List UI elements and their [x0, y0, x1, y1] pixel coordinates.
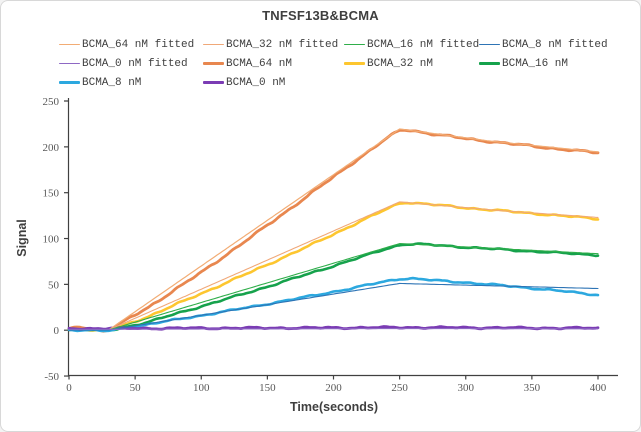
- x-tick-label: 0: [66, 382, 72, 394]
- chart-legend: BCMA_64 nM fitted BCMA_32 nM fitted BCMA_1…: [1, 1, 640, 96]
- legend-label: BCMA_64 nM: [226, 57, 293, 70]
- y-tick-label: 200: [43, 142, 60, 154]
- legend-line-swatch: [479, 62, 500, 65]
- legend-line-swatch: [344, 62, 365, 65]
- x-tick-label: 200: [325, 382, 342, 394]
- legend-label: BCMA_32 nM fitted: [226, 38, 339, 51]
- x-axis-title: Time(seconds): [290, 400, 378, 414]
- series-bcma-0-nm-fitted: [68, 327, 599, 330]
- y-tick-label: 50: [48, 279, 60, 291]
- legend-label: BCMA_8 nM fitted: [502, 38, 608, 51]
- legend-label: BCMA_16 nM fitted: [367, 38, 480, 51]
- legend-label: BCMA_0 nM: [226, 76, 286, 89]
- legend-item: BCMA_16 nM: [479, 57, 568, 70]
- legend-label: BCMA_0 nM fitted: [82, 57, 188, 70]
- x-tick-label: 350: [524, 382, 541, 394]
- legend-item: BCMA_64 nM fitted: [59, 38, 194, 51]
- legend-item: BCMA_8 nM: [59, 76, 141, 89]
- x-tick-label: 100: [193, 382, 210, 394]
- y-tick-label: 100: [43, 234, 60, 246]
- legend-line-swatch: [59, 43, 80, 46]
- legend-label: BCMA_8 nM: [82, 76, 142, 89]
- legend-line-swatch: [203, 62, 224, 65]
- legend-item: BCMA_16 nM fitted: [344, 38, 479, 51]
- legend-item: BCMA_32 nM: [344, 57, 433, 70]
- legend-item: BCMA_64 nM: [203, 57, 292, 70]
- chart-title: TNFSF13B&BCMA: [262, 8, 379, 23]
- axes: [64, 98, 618, 380]
- x-tick-label: 50: [130, 382, 142, 394]
- legend-line-swatch: [59, 81, 80, 84]
- legend-label: BCMA_64 nM fitted: [82, 38, 195, 51]
- series-bcma-8-nm-fitted: [68, 282, 599, 331]
- series-bcma-64-nm: [67, 128, 600, 333]
- legend-line-swatch: [344, 43, 365, 46]
- x-tick-label: 300: [458, 382, 475, 394]
- y-tick-label: 150: [43, 188, 60, 200]
- series-bcma-16-nm: [67, 242, 600, 332]
- series-bcma-64-nm-fitted: [68, 128, 599, 331]
- legend-line-swatch: [479, 43, 500, 46]
- legend-item: BCMA_0 nM: [203, 76, 285, 89]
- legend-item: BCMA_8 nM fitted: [479, 38, 608, 51]
- series-bcma-32-nm-fitted: [68, 201, 599, 331]
- y-axis-title: Signal: [15, 219, 29, 257]
- x-tick-label: 400: [590, 382, 607, 394]
- legend-label: BCMA_32 nM: [367, 57, 434, 70]
- y-tick-label: 250: [43, 96, 60, 108]
- x-tick-label: 250: [391, 382, 408, 394]
- y-tick-label: 0: [54, 325, 60, 337]
- legend-line-swatch: [203, 81, 224, 84]
- legend-item: BCMA_0 nM fitted: [59, 57, 188, 70]
- legend-item: BCMA_32 nM fitted: [203, 38, 338, 51]
- series-bcma-16-nm-fitted: [68, 243, 599, 331]
- x-tick-label: 150: [259, 382, 276, 394]
- y-tick-label: -50: [44, 371, 59, 383]
- legend-label: BCMA_16 nM: [502, 57, 569, 70]
- legend-line-swatch: [59, 62, 80, 65]
- legend-line-swatch: [203, 43, 224, 46]
